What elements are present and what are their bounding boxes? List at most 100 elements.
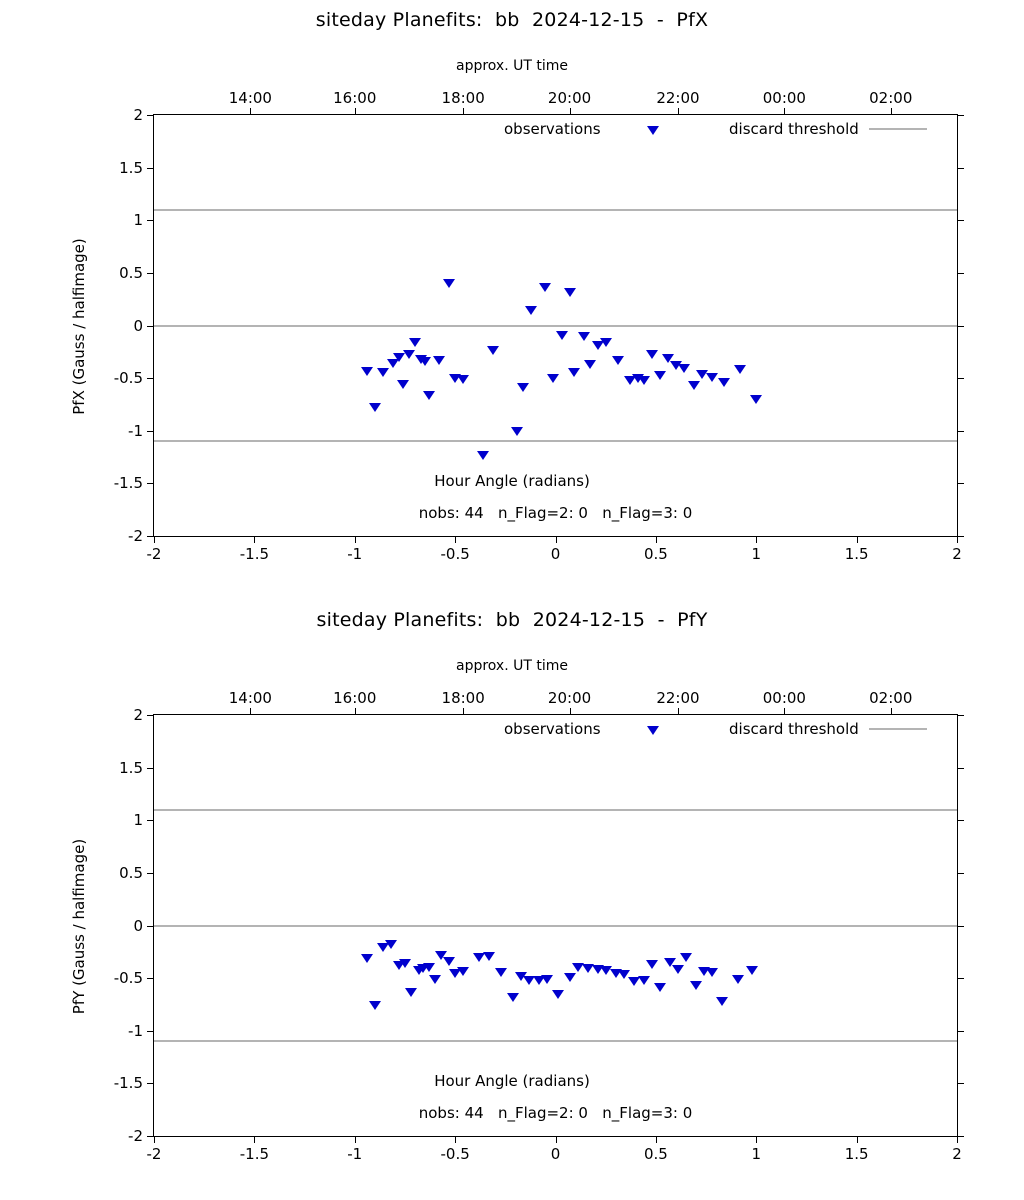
data-point-marker xyxy=(617,969,630,979)
ut-axis-tick xyxy=(569,708,571,715)
ut-axis-tick xyxy=(250,708,252,715)
x-axis-tick xyxy=(455,1136,457,1143)
data-point-marker xyxy=(734,364,747,374)
data-point-marker xyxy=(473,953,486,963)
ut-axis-tick xyxy=(890,708,892,715)
data-point-marker xyxy=(368,402,381,412)
x-axis-tick-label: -0.5 xyxy=(440,1145,470,1163)
data-point-marker xyxy=(515,972,528,982)
data-point-marker xyxy=(631,374,644,384)
x-axis-tick-label: 1.5 xyxy=(844,1145,869,1163)
data-point-marker xyxy=(457,375,470,385)
x-axis-tick xyxy=(756,1136,758,1143)
x-axis-tick xyxy=(756,536,758,543)
data-point-marker xyxy=(433,356,446,366)
legend-entry-observations[interactable]: observations xyxy=(504,117,659,141)
ut-axis-tick xyxy=(677,108,679,115)
x-axis-tick xyxy=(354,536,356,543)
data-point-marker xyxy=(533,976,546,986)
data-point-marker xyxy=(746,965,759,975)
legend-pfx: observations discard threshold xyxy=(154,117,957,143)
data-point-marker xyxy=(541,975,554,985)
y-axis-tick xyxy=(147,430,154,432)
x-axis-tick-label: -1 xyxy=(347,545,363,563)
data-point-marker xyxy=(571,962,584,972)
data-point-marker xyxy=(384,940,397,950)
data-point-marker xyxy=(402,349,415,359)
data-point-marker xyxy=(679,953,692,963)
data-point-marker xyxy=(555,330,568,340)
x-axis-tick xyxy=(154,1136,155,1143)
plot-panel-pfx: siteday Planefits: bb 2024-12-15 - PfX a… xyxy=(70,9,964,563)
legend-entry-discard-threshold[interactable]: discard threshold xyxy=(729,117,927,141)
page-title-pfy: siteday Planefits: bb 2024-12-15 - PfY xyxy=(316,609,708,631)
data-point-marker xyxy=(417,963,429,973)
data-point-marker xyxy=(376,367,389,377)
y-axis-tick xyxy=(147,872,154,874)
x-axis-tick-label: -2 xyxy=(146,1145,162,1163)
y-axis-tick xyxy=(147,767,154,769)
threshold-line-icon xyxy=(868,728,927,730)
x-axis-tick xyxy=(655,1136,657,1143)
data-point-marker xyxy=(429,975,442,985)
y-axis-tick xyxy=(147,272,154,274)
x-axis-label-pfx: Hour Angle (radians) xyxy=(434,472,590,490)
data-point-marker xyxy=(396,380,409,390)
ut-axis-tick-label: 00:00 xyxy=(762,89,806,107)
x-axis-label-pfy: Hour Angle (radians) xyxy=(434,1072,590,1090)
y-axis-tick-right xyxy=(957,115,964,116)
y-axis-tick xyxy=(147,820,154,822)
data-point-marker xyxy=(443,957,456,967)
data-point-marker xyxy=(419,357,431,367)
x-axis-tick xyxy=(254,1136,256,1143)
data-point-marker xyxy=(688,381,701,391)
data-point-marker xyxy=(511,426,524,436)
x-axis-tick-label: -2 xyxy=(146,545,162,563)
zero-reference-line xyxy=(154,324,957,327)
stats-annotation-pfx: nobs: 44 n_Flag=2: 0 n_Flag=3: 0 xyxy=(418,504,693,522)
y-axis-tick xyxy=(147,536,154,537)
data-point-marker xyxy=(539,282,552,292)
y-axis-tick xyxy=(147,378,154,380)
data-point-marker xyxy=(732,975,745,985)
data-point-marker xyxy=(696,369,709,379)
ut-axis-tick xyxy=(677,708,679,715)
data-point-marker xyxy=(661,354,674,364)
data-point-marker xyxy=(645,349,658,359)
discard-threshold-line xyxy=(154,208,957,211)
y-axis-tick-label: 2 xyxy=(133,706,143,724)
y-axis-tick-right xyxy=(957,483,964,485)
y-axis-tick-right xyxy=(957,430,964,432)
data-point-marker xyxy=(591,964,604,974)
data-point-marker xyxy=(477,450,490,460)
y-axis-tick-label: 0.5 xyxy=(119,863,143,882)
legend-pfy: observations discard threshold xyxy=(154,717,957,743)
data-point-marker xyxy=(449,968,462,978)
ut-axis-tick xyxy=(784,708,786,715)
data-point-marker xyxy=(706,373,719,383)
y-axis-tick xyxy=(147,167,154,169)
ut-axis-tick-label: 16:00 xyxy=(333,689,377,707)
legend-entry-discard-threshold[interactable]: discard threshold xyxy=(729,717,927,741)
data-point-marker xyxy=(551,989,564,999)
y-axis-tick xyxy=(147,1030,154,1032)
x-axis-tick-label: 0.5 xyxy=(643,1145,668,1163)
data-point-marker xyxy=(718,378,731,388)
y-axis-tick-right xyxy=(957,1136,964,1137)
x-axis-tick-label: 0.5 xyxy=(643,545,668,563)
data-point-marker xyxy=(637,376,650,386)
y-axis-tick xyxy=(147,220,154,222)
y-axis-tick xyxy=(147,325,154,327)
data-point-marker xyxy=(457,966,470,976)
y-axis-tick-right xyxy=(957,820,964,822)
legend-entry-observations[interactable]: observations xyxy=(504,717,659,741)
data-point-marker xyxy=(449,374,462,384)
ut-axis-tick-label: 00:00 xyxy=(762,689,806,707)
data-point-marker xyxy=(698,966,711,976)
stats-annotation-pfy: nobs: 44 n_Flag=2: 0 n_Flag=3: 0 xyxy=(418,1104,693,1122)
legend-label-observations: observations xyxy=(504,720,601,738)
data-point-marker xyxy=(398,959,411,969)
ut-axis-tick xyxy=(354,708,356,715)
data-point-marker xyxy=(360,954,373,964)
y-axis-tick-label: 1.5 xyxy=(119,158,143,177)
